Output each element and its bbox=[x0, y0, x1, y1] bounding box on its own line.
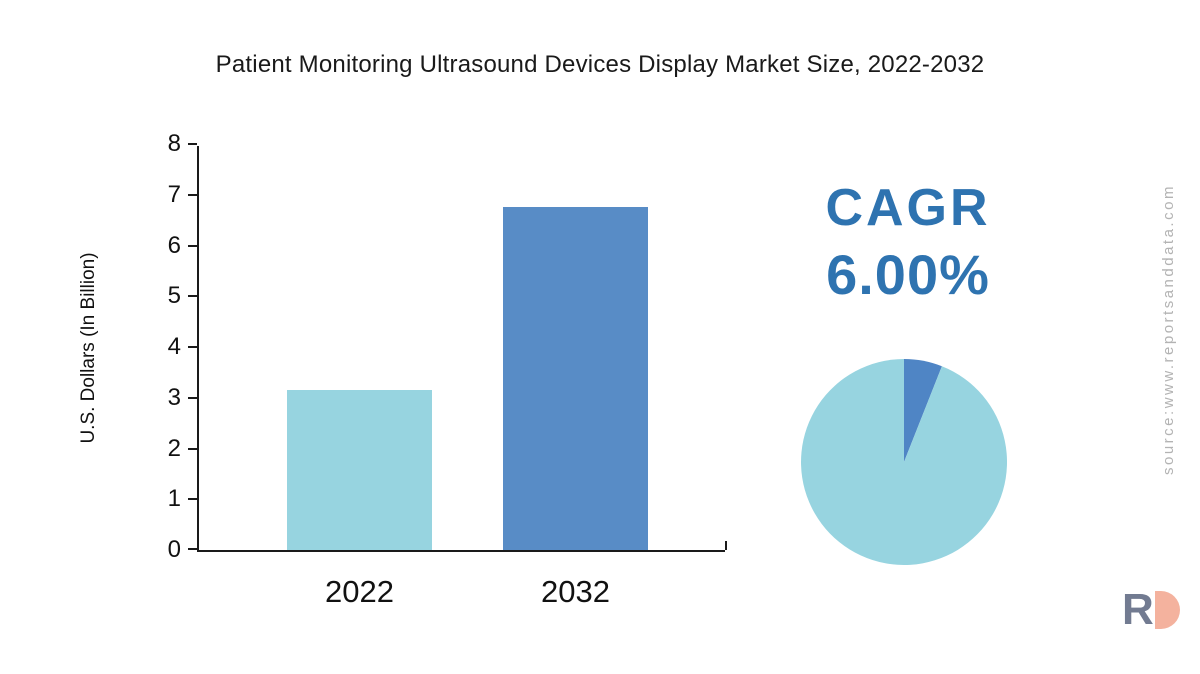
y-tick-label: 1 bbox=[167, 485, 181, 513]
y-tick-label: 2 bbox=[167, 434, 181, 462]
y-tick-label: 6 bbox=[167, 231, 181, 259]
y-tick-mark bbox=[188, 244, 197, 247]
y-tick-label: 7 bbox=[167, 180, 181, 208]
y-tick-mark bbox=[188, 548, 197, 550]
y-tick-mark bbox=[188, 396, 197, 399]
y-tick-label: 0 bbox=[167, 536, 181, 563]
pie-chart bbox=[801, 359, 1008, 565]
source-credit: source:www.reportsanddata.com bbox=[1160, 184, 1177, 476]
x-axis-end-tick bbox=[725, 541, 727, 550]
bar-2022 bbox=[287, 390, 432, 550]
half-disc-d-icon bbox=[1154, 591, 1180, 629]
y-tick-mark bbox=[188, 143, 197, 145]
y-tick-label: 4 bbox=[167, 333, 181, 360]
y-tick-label: 3 bbox=[167, 383, 181, 411]
chart-title: Patient Monitoring Ultrasound Devices Di… bbox=[215, 51, 985, 78]
bar-2032 bbox=[503, 207, 648, 550]
bar-chart-plot: U.S. Dollars (In Billion) 0 1 2 3 4 5 6 7 8 2022 2… bbox=[78, 130, 727, 609]
x-tick-label-2022: 2022 bbox=[325, 574, 394, 609]
cagr-annotation: CAGR 6.00% bbox=[778, 178, 1038, 312]
pie-slice-remainder bbox=[801, 359, 1008, 565]
y-tick-mark bbox=[188, 447, 197, 450]
y-tick-mark bbox=[188, 346, 197, 348]
y-tick-label: 5 bbox=[167, 282, 181, 310]
y-tick-mark bbox=[188, 295, 197, 298]
y-tick-mark bbox=[188, 498, 197, 501]
y-tick-label: 8 bbox=[167, 130, 181, 157]
cagr-value: 6.00% bbox=[826, 243, 990, 306]
y-tick-mark bbox=[188, 193, 197, 196]
logo-letter-r: R bbox=[1122, 585, 1154, 634]
cagr-label: CAGR bbox=[825, 179, 991, 237]
pie-slice-cagr-portion bbox=[904, 359, 942, 462]
x-tick-label-2032: 2032 bbox=[541, 574, 610, 609]
pie-chart-svg bbox=[801, 359, 1008, 565]
y-axis-label: U.S. Dollars (In Billion) bbox=[78, 252, 99, 444]
reportsanddata-logo: R bbox=[1122, 588, 1180, 632]
